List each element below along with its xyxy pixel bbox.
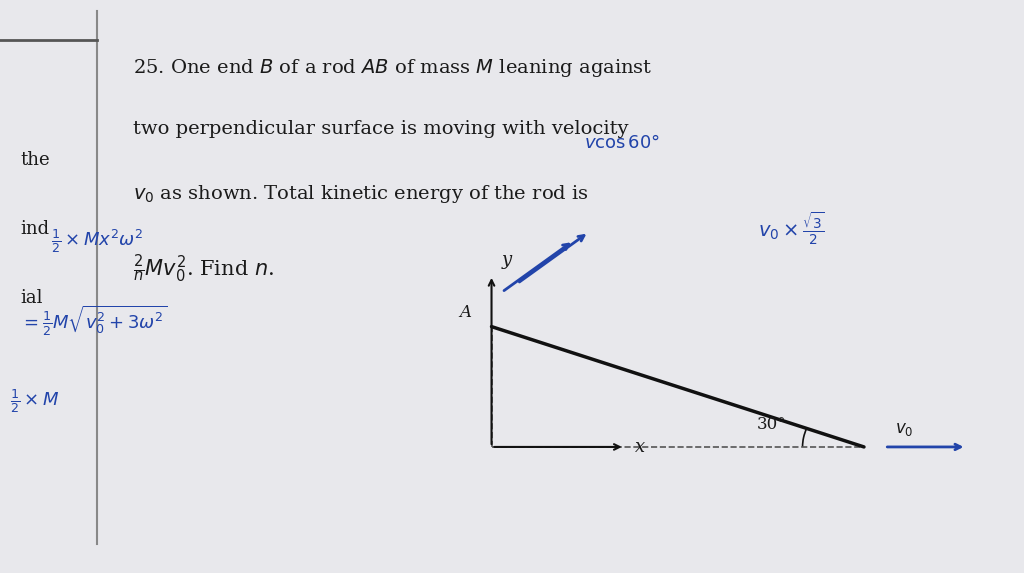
Text: two perpendicular surface is moving with velocity: two perpendicular surface is moving with… — [133, 120, 629, 138]
Text: A: A — [459, 304, 471, 321]
Text: x: x — [635, 438, 645, 456]
Text: ial: ial — [20, 289, 43, 307]
Text: $v_0 \times \frac{\sqrt{3}}{2}$: $v_0 \times \frac{\sqrt{3}}{2}$ — [758, 211, 824, 247]
Text: the: the — [20, 151, 50, 170]
Text: $v_0$: $v_0$ — [895, 421, 913, 438]
Text: ind: ind — [20, 220, 49, 238]
Text: 30°: 30° — [757, 415, 786, 433]
Text: 25. One end $B$ of a rod $AB$ of mass $M$ leaning against: 25. One end $B$ of a rod $AB$ of mass $M… — [133, 57, 652, 79]
Text: $\frac{1}{2} \times Mx^2\omega^2$: $\frac{1}{2} \times Mx^2\omega^2$ — [51, 227, 143, 254]
Text: $\frac{2}{n}Mv_0^2$. Find $n$.: $\frac{2}{n}Mv_0^2$. Find $n$. — [133, 252, 274, 285]
Text: $v\cos60°$: $v\cos60°$ — [584, 134, 659, 152]
Text: y: y — [502, 252, 512, 269]
Text: $= \frac{1}{2}M\sqrt{v_0^2 + 3\omega^2}$: $= \frac{1}{2}M\sqrt{v_0^2 + 3\omega^2}$ — [20, 304, 168, 338]
Text: $v_0$ as shown. Total kinetic energy of the rod is: $v_0$ as shown. Total kinetic energy of … — [133, 183, 589, 205]
Text: $\frac{1}{2} \times M$: $\frac{1}{2} \times M$ — [10, 387, 59, 415]
